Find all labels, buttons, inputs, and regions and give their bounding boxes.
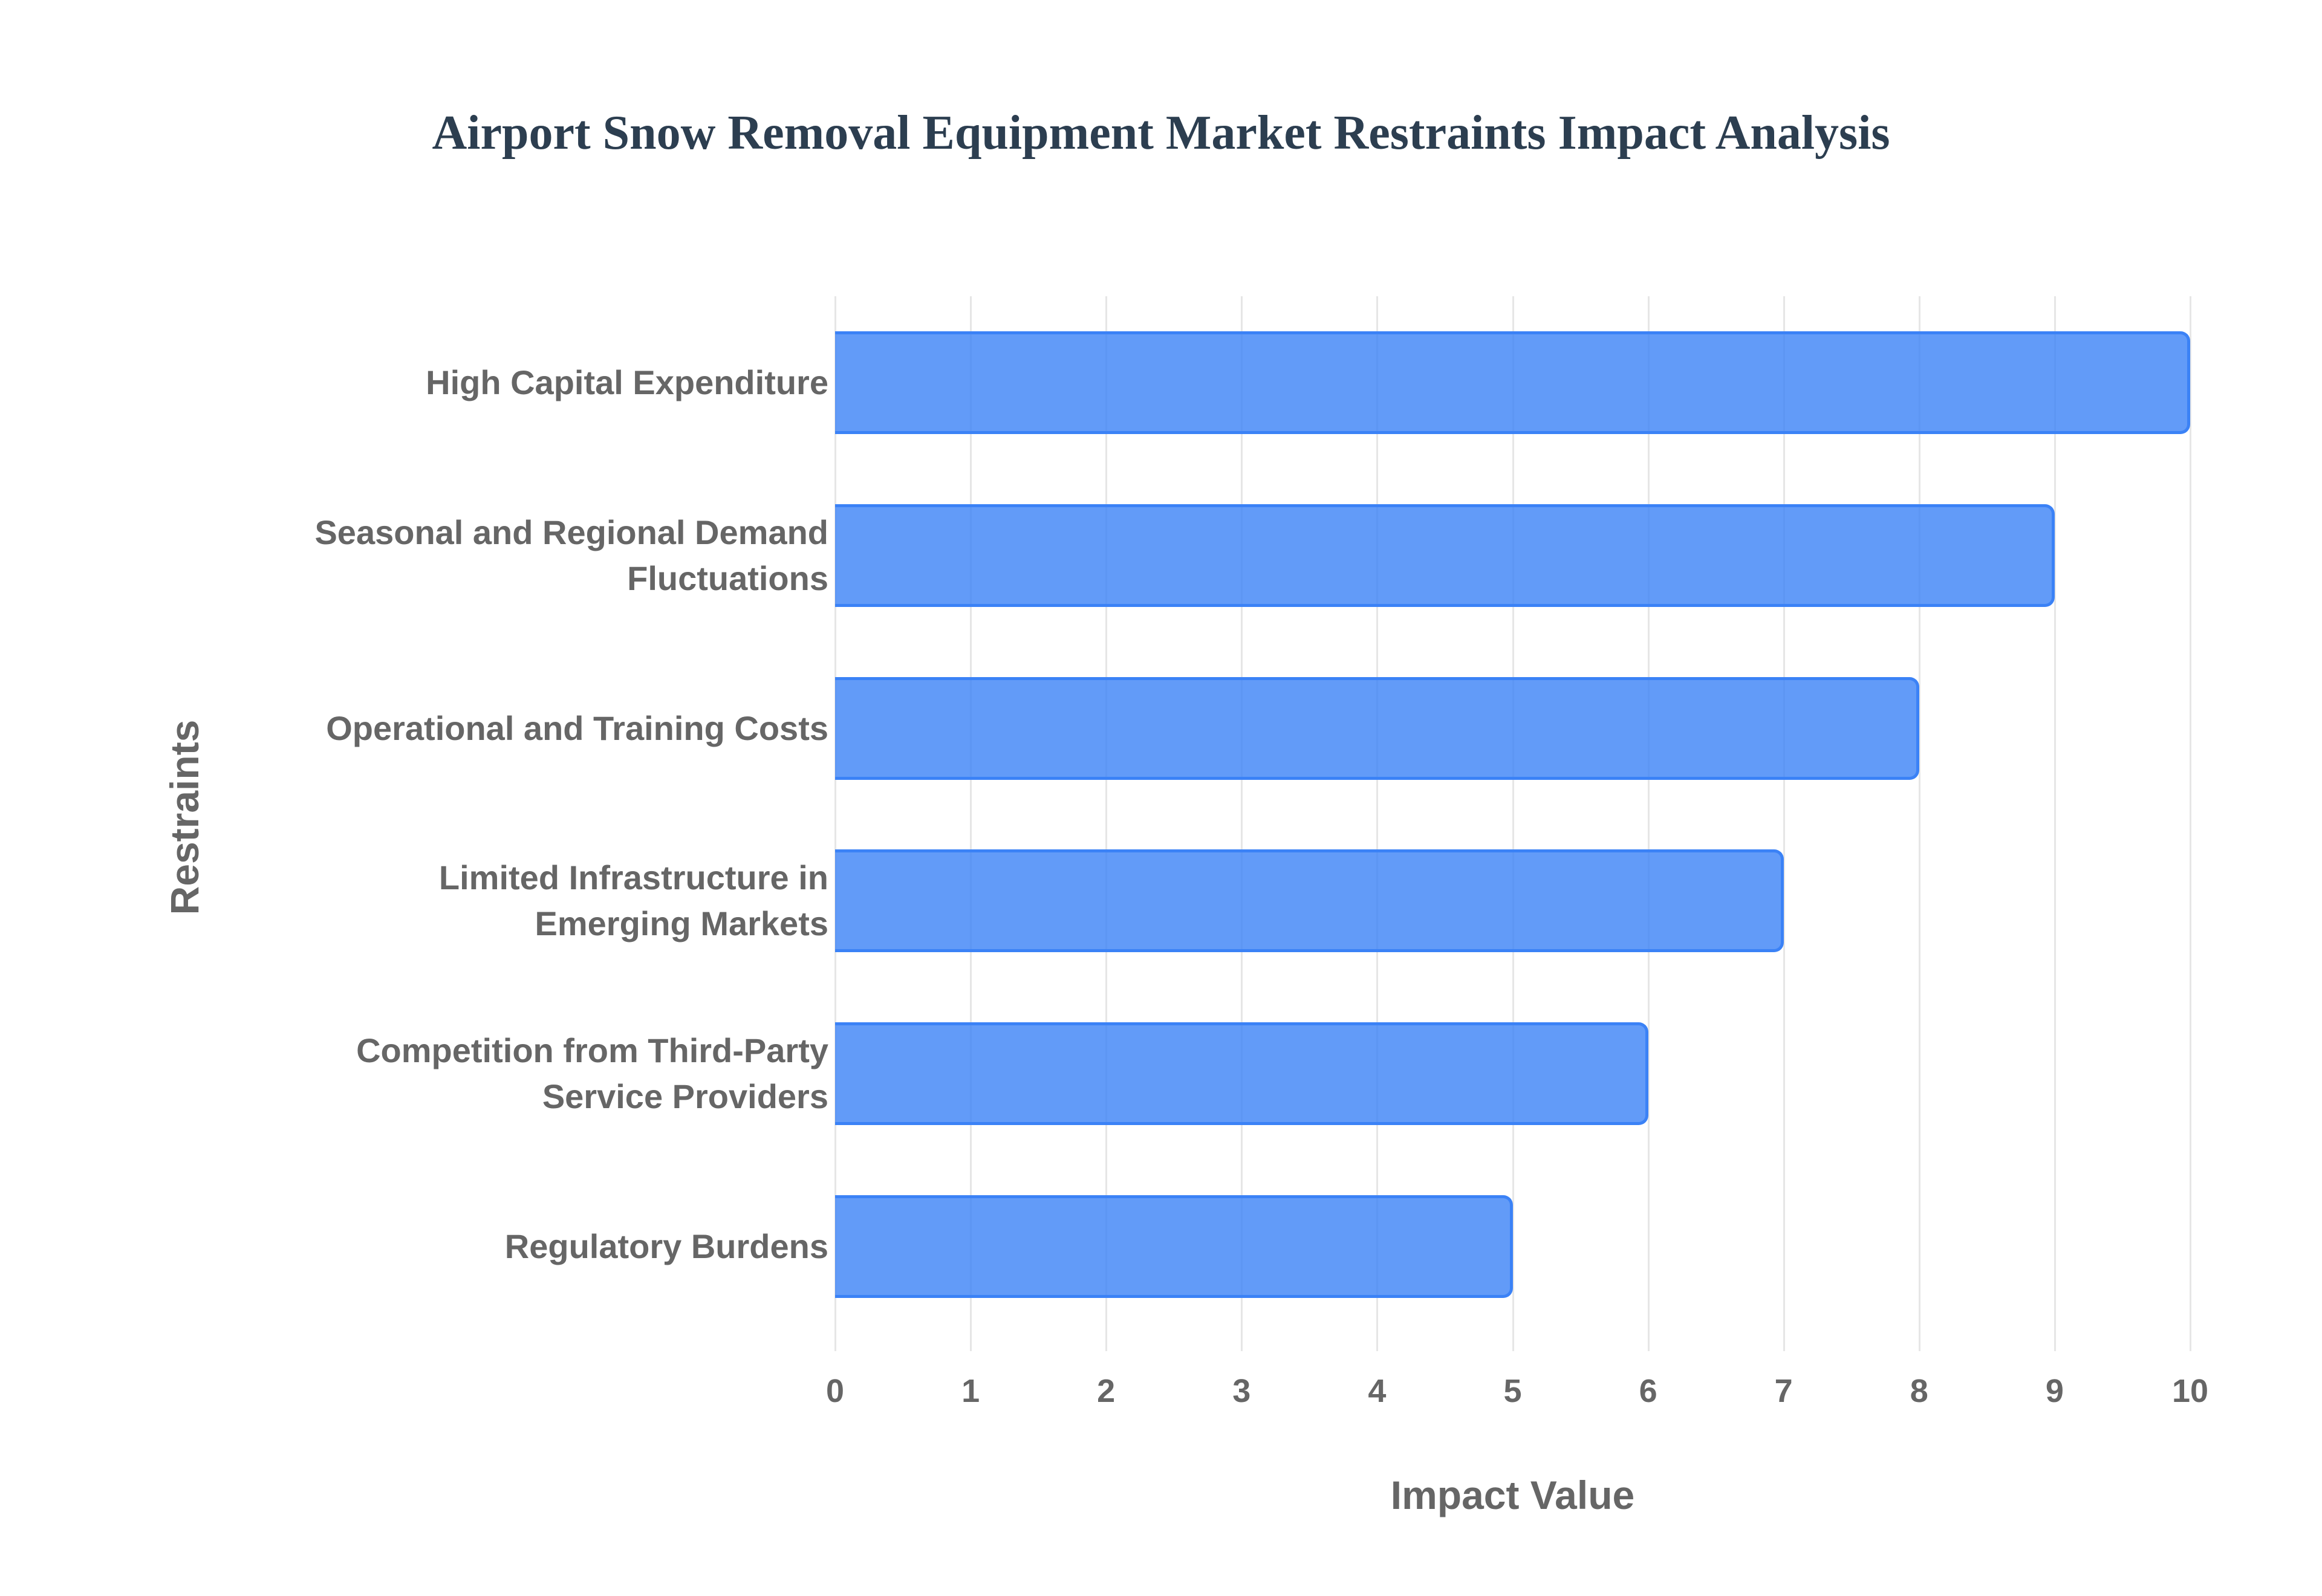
gridline <box>1783 296 1785 1351</box>
bar[interactable] <box>835 849 1784 953</box>
x-tick-label: 7 <box>1774 1373 1793 1409</box>
x-tick-label: 0 <box>825 1373 845 1409</box>
x-tick-label: 3 <box>1232 1373 1251 1409</box>
x-tick-label: 5 <box>1503 1373 1522 1409</box>
x-tick-label: 2 <box>1097 1373 1116 1409</box>
bar[interactable] <box>835 504 2055 607</box>
y-tick-label: Operational and Training Costs <box>326 709 828 747</box>
y-axis-title: Restraints <box>162 719 207 915</box>
y-tick-label: High Capital Expenditure <box>426 363 828 401</box>
gridline <box>2054 296 2056 1351</box>
y-tick-label: Competition from Third-Party Service Prov… <box>356 1031 828 1116</box>
x-tick-label: 4 <box>1368 1373 1387 1409</box>
gridline <box>1512 296 1514 1351</box>
x-axis-title: Impact Value <box>1390 1473 1635 1517</box>
plot-area <box>834 296 2191 1351</box>
x-tick-label: 1 <box>961 1373 980 1409</box>
gridline <box>834 296 836 1351</box>
bar[interactable] <box>835 331 2190 434</box>
gridline <box>1241 296 1243 1351</box>
gridline <box>1105 296 1108 1351</box>
x-tick-label: 10 <box>2171 1373 2209 1409</box>
y-tick-label: Seasonal and Regional Demand Fluctuations <box>314 513 828 597</box>
x-tick-label: 9 <box>2045 1373 2064 1409</box>
bar[interactable] <box>835 1022 1648 1126</box>
y-tick-label: Regulatory Burdens <box>504 1227 828 1266</box>
gridline <box>1376 296 1379 1351</box>
gridline <box>970 296 972 1351</box>
bar[interactable] <box>835 676 1919 780</box>
x-tick-label: 8 <box>1910 1373 1928 1409</box>
gridline <box>1918 296 1920 1351</box>
gridline <box>1647 296 1650 1351</box>
bar[interactable] <box>835 1195 1513 1299</box>
y-tick-label: Limited Infrastructure in Emerging Market… <box>438 858 828 943</box>
chart-title: Airport Snow Removal Equipment Market Re… <box>432 106 1890 160</box>
gridline <box>2190 296 2191 1351</box>
x-tick-label: 6 <box>1639 1373 1657 1409</box>
